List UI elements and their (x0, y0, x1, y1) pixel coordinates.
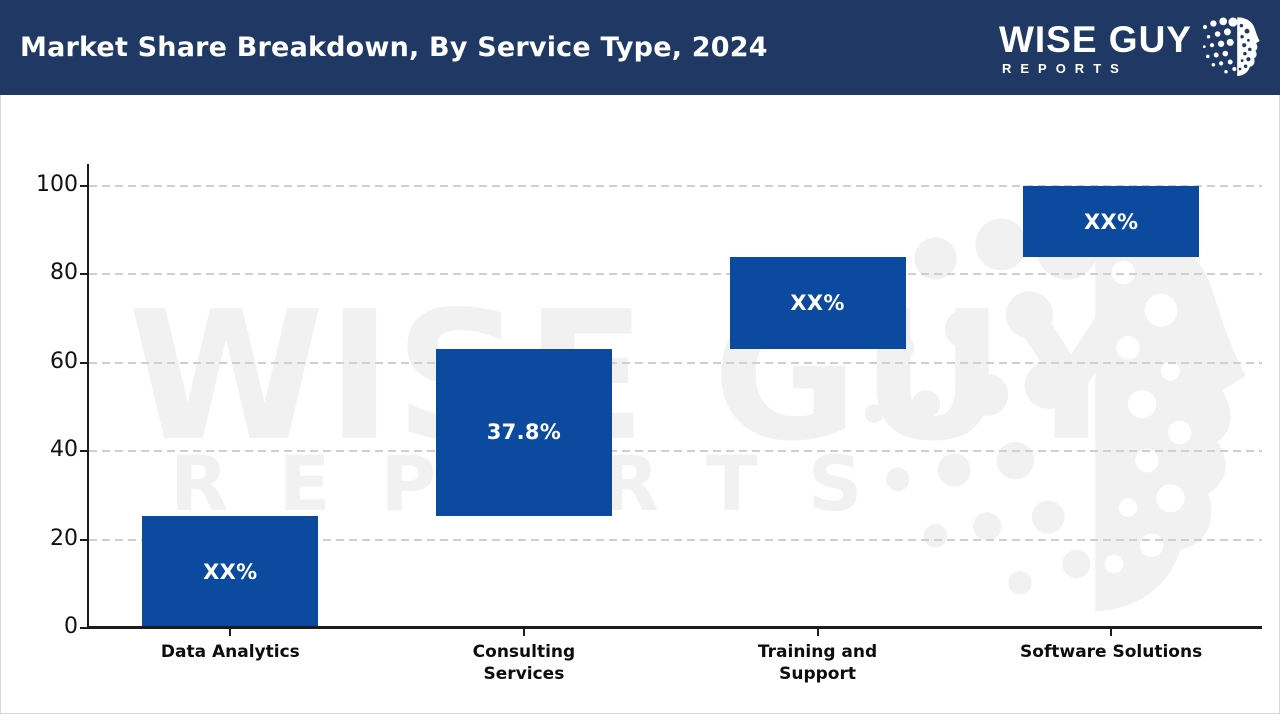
y-gridline (89, 361, 1262, 364)
y-tick-mark (80, 273, 89, 276)
y-gridline (89, 538, 1262, 541)
x-category-label: Data Analytics (160, 642, 300, 662)
bar-value-label: XX% (203, 559, 258, 584)
y-gridline (89, 450, 1262, 453)
y-tick-mark (80, 627, 89, 629)
header-bar: Market Share Breakdown, By Service Type,… (0, 0, 1280, 95)
y-tick-label: 60 (50, 348, 78, 374)
y-tick-label: 80 (50, 260, 78, 286)
y-tick-mark (80, 538, 89, 541)
x-category-label: Training and Support (757, 642, 878, 685)
x-tick-mark (522, 628, 525, 636)
x-category-label: Consulting Services (472, 642, 576, 685)
y-tick-label: 20 (50, 525, 78, 551)
y-tick-mark (80, 450, 89, 453)
bar-value-label: 37.8% (486, 420, 562, 445)
bar-value-label: XX% (1083, 209, 1139, 234)
bar-segment: XX% (142, 515, 319, 628)
x-tick-mark (229, 628, 232, 636)
x-category-label: Software Solutions (1020, 642, 1203, 662)
x-tick-mark (1110, 628, 1113, 636)
y-axis-line (87, 164, 89, 628)
page-title: Market Share Breakdown, By Service Type,… (20, 32, 768, 63)
bar-segment: XX% (1023, 186, 1200, 258)
bar-segment: 37.8% (435, 348, 612, 516)
y-tick-label: 40 (50, 437, 78, 463)
y-tick-label: 0 (64, 614, 78, 639)
brand-subtitle: REPORTS (1001, 60, 1128, 76)
brand-logo: WISE GUY REPORTS (999, 0, 1268, 95)
brand-logo-text: WISE GUY REPORTS (999, 21, 1192, 75)
bar-value-label: XX% (790, 290, 845, 315)
y-gridline (89, 273, 1262, 276)
brand-face-icon (1198, 17, 1268, 79)
y-tick-label: 100 (36, 172, 78, 197)
y-tick-mark (80, 361, 89, 364)
x-tick-mark (816, 628, 819, 636)
brand-name: WISE GUY (998, 18, 1192, 60)
bar-segment: XX% (729, 257, 906, 349)
y-tick-mark (80, 185, 89, 187)
x-axis-line (87, 626, 1262, 629)
y-gridline (89, 185, 1262, 187)
